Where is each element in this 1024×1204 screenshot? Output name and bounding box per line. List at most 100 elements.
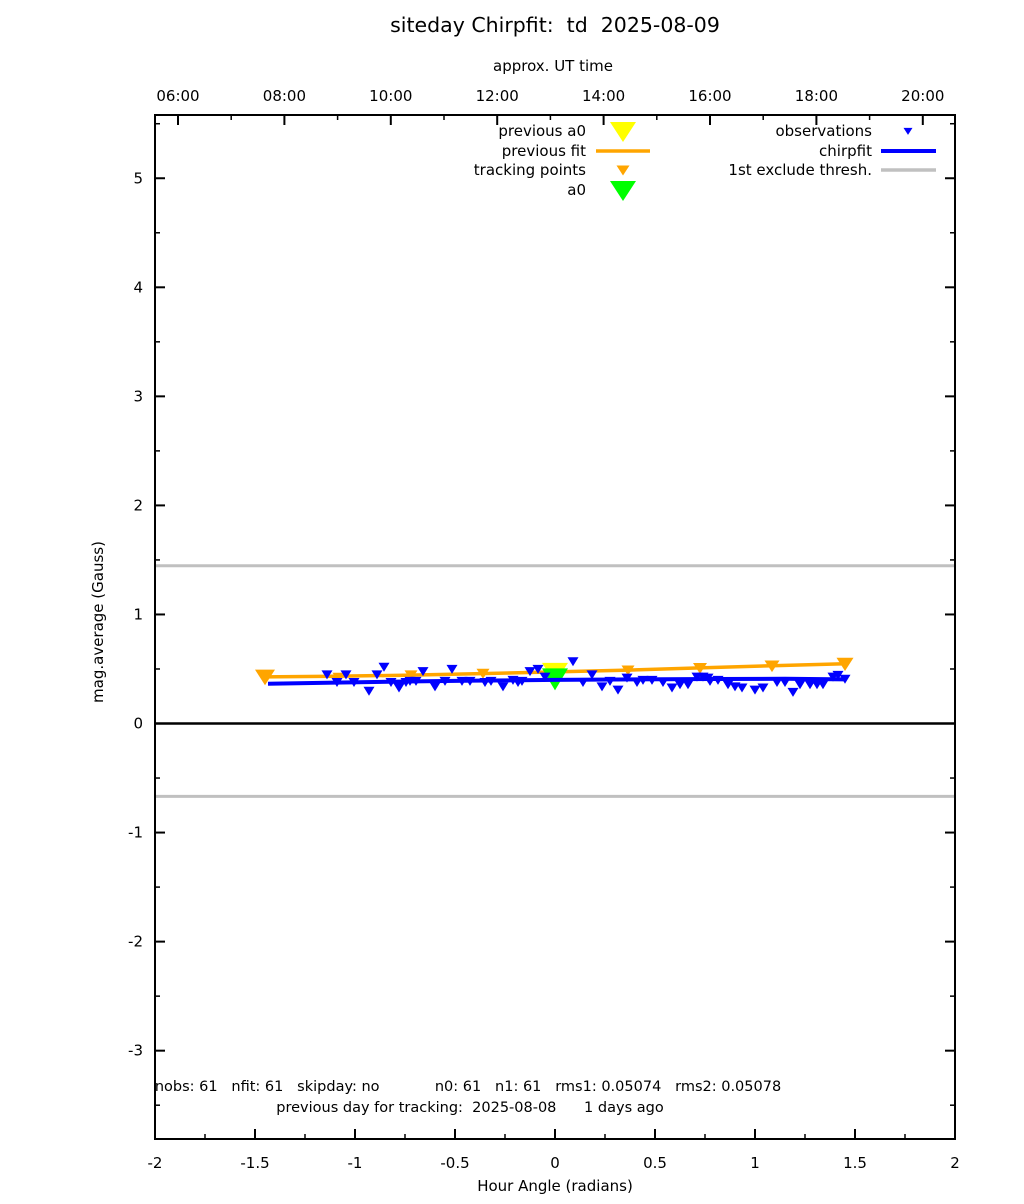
observation-marker — [787, 687, 799, 697]
x-axis-label: Hour Angle (radians) — [477, 1177, 633, 1195]
stats-line-1: nobs: 61 nfit: 61 skipday: no n0: 61 n1:… — [155, 1079, 781, 1095]
observation-marker — [757, 683, 769, 693]
observation-marker — [410, 676, 422, 686]
observation-marker — [340, 670, 352, 680]
ut-tick-label: 08:00 — [263, 87, 306, 105]
observation-marker — [567, 657, 579, 667]
legend-label: tracking points — [474, 161, 586, 179]
observation-marker — [516, 676, 528, 686]
tracking-point-marker — [836, 657, 854, 672]
legend-triangle-swatch — [903, 127, 913, 135]
observation-marker — [348, 678, 360, 688]
y-tick-label: -3 — [128, 1042, 143, 1060]
y-tick-label: 2 — [133, 496, 143, 514]
y-tick-label: -2 — [128, 933, 143, 951]
observation-marker — [539, 672, 551, 682]
observation-marker — [621, 673, 633, 683]
legend-label: previous a0 — [498, 122, 586, 140]
legend-label: chirpfit — [819, 142, 872, 160]
ut-tick-label: 18:00 — [795, 87, 838, 105]
observation-marker — [637, 675, 649, 685]
y-axis-label: mag.average (Gauss) — [89, 541, 107, 703]
observation-marker — [331, 678, 343, 688]
ut-axis-label: approx. UT time — [493, 57, 613, 75]
observation-marker — [839, 674, 851, 684]
tracking-point-marker — [764, 660, 780, 673]
tracking-point-marker — [693, 662, 707, 674]
observation-marker — [749, 685, 761, 695]
legend-label: a0 — [567, 181, 586, 199]
x-tick-label: 2 — [950, 1154, 960, 1172]
ut-tick-label: 10:00 — [369, 87, 412, 105]
observation-marker — [586, 670, 598, 680]
observation-marker — [497, 682, 509, 692]
observation-marker — [439, 676, 451, 686]
tracking-point-marker — [621, 665, 635, 676]
ut-tick-label: 06:00 — [156, 87, 199, 105]
x-tick-label: -0.5 — [440, 1154, 469, 1172]
observation-marker — [631, 678, 643, 688]
observation-marker — [464, 676, 476, 686]
observation-marker — [771, 678, 783, 688]
observation-marker — [704, 676, 716, 686]
observation-marker — [393, 683, 405, 693]
y-tick-label: -1 — [128, 824, 143, 842]
observation-marker — [804, 680, 816, 690]
x-tick-label: 1.5 — [843, 1154, 867, 1172]
x-tick-label: 1 — [750, 1154, 760, 1172]
tracking-point-marker — [332, 672, 344, 682]
observation-marker — [832, 670, 844, 680]
observation-marker — [371, 670, 383, 680]
stats-line-2: previous day for tracking: 2025-08-08 1 … — [276, 1100, 664, 1116]
ut-tick-label: 14:00 — [582, 87, 625, 105]
legend-label: previous fit — [502, 142, 586, 160]
x-tick-label: 0.5 — [643, 1154, 667, 1172]
observation-marker — [485, 676, 497, 686]
tracking-point-marker — [476, 668, 490, 679]
legend-triangle-swatch — [610, 181, 636, 201]
observation-marker — [817, 680, 829, 690]
observation-marker — [321, 670, 333, 680]
observation-marker — [417, 667, 429, 677]
observation-marker — [456, 676, 468, 686]
ut-tick-label: 16:00 — [688, 87, 731, 105]
observation-marker — [612, 685, 624, 695]
y-tick-label: 3 — [133, 387, 143, 405]
legend-label: observations — [775, 122, 872, 140]
observation-marker — [385, 678, 397, 688]
y-tick-label: 1 — [133, 605, 143, 623]
tracking-point-marker — [404, 670, 418, 681]
y-tick-label: 0 — [133, 715, 143, 733]
observation-marker — [378, 662, 390, 672]
observation-marker — [646, 675, 658, 685]
observation-marker — [794, 680, 806, 690]
chart-title: siteday Chirpfit: td 2025-08-09 — [390, 13, 720, 37]
chirpfit-line — [267, 676, 846, 686]
observation-marker — [604, 676, 616, 686]
observation-marker — [363, 686, 375, 696]
observation-marker — [674, 680, 686, 690]
x-tick-label: -1 — [348, 1154, 363, 1172]
observation-marker — [657, 678, 669, 688]
ut-tick-label: 12:00 — [476, 87, 519, 105]
tracking-point-marker — [255, 669, 275, 686]
observation-marker — [596, 682, 608, 692]
legend-triangle-swatch — [610, 122, 636, 142]
observation-marker — [682, 680, 694, 690]
legend-label: 1st exclude thresh. — [728, 161, 872, 179]
observation-marker — [666, 683, 678, 693]
observation-marker — [577, 678, 589, 688]
legend-triangle-swatch — [616, 165, 630, 176]
observation-marker — [712, 675, 724, 685]
y-tick-label: 4 — [133, 278, 143, 296]
x-tick-label: 0 — [550, 1154, 560, 1172]
plot-border — [154, 114, 956, 1140]
observation-marker — [446, 664, 458, 674]
x-tick-label: -2 — [148, 1154, 163, 1172]
y-tick-label: 5 — [133, 169, 143, 187]
observation-marker — [532, 664, 544, 674]
x-tick-label: -1.5 — [240, 1154, 269, 1172]
observation-marker — [779, 678, 791, 688]
